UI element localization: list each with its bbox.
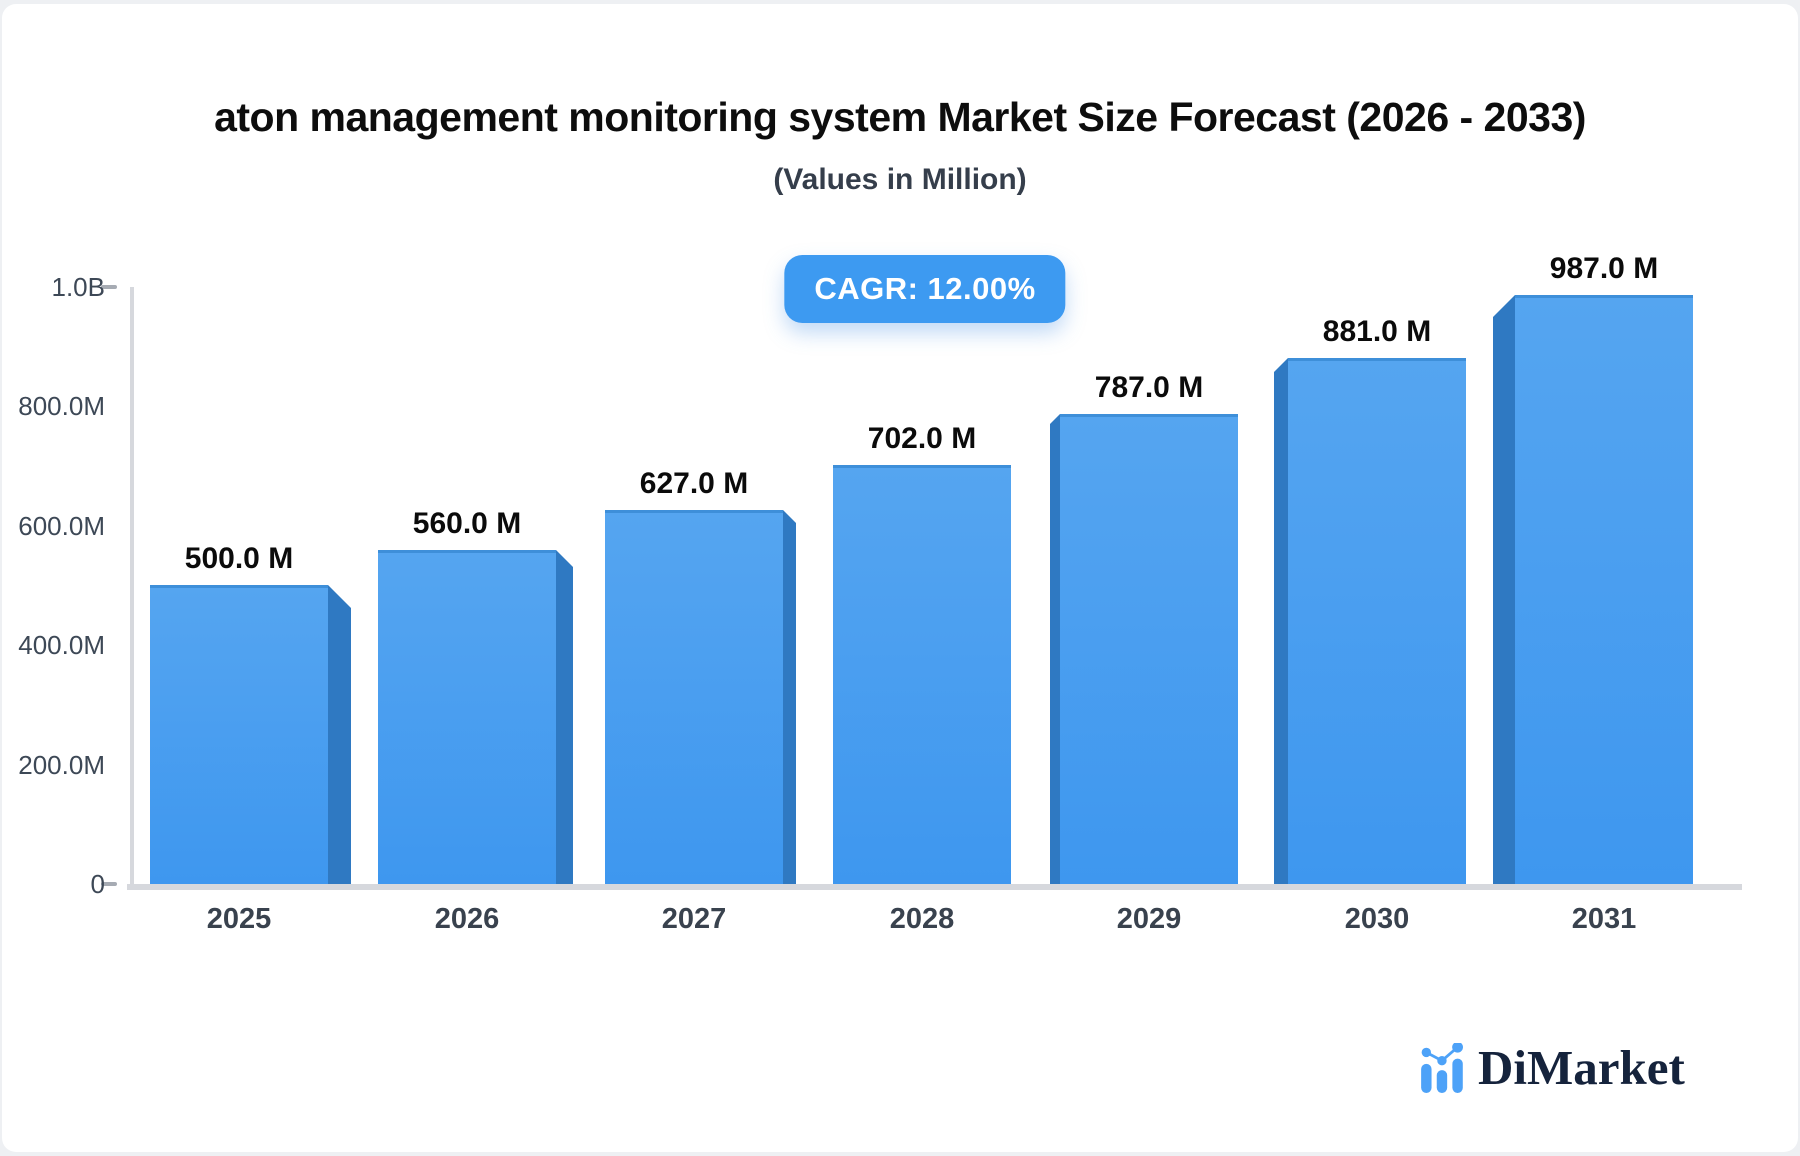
bar-side-face <box>783 510 796 884</box>
y-axis-label: 600.0M <box>18 510 105 541</box>
bar <box>378 550 556 884</box>
x-axis-label: 2030 <box>1344 903 1410 935</box>
bar <box>1288 358 1466 884</box>
x-axis-label: 2026 <box>434 903 500 935</box>
bar-chart-trend-icon <box>1420 1043 1466 1093</box>
chart-subtitle: (Values in Million) <box>773 163 1027 196</box>
y-axis-label: 200.0M <box>18 749 105 780</box>
bar-value-label: 787.0 M <box>1094 371 1204 404</box>
bar <box>150 585 328 884</box>
y-axis-label: 1.0B <box>51 272 106 302</box>
x-axis-label: 2025 <box>206 903 272 935</box>
y-axis-tick <box>101 882 117 886</box>
chart-title: aton management monitoring system Market… <box>214 94 1586 140</box>
x-axis-label: 2031 <box>1571 903 1637 935</box>
bar-side-face <box>1274 358 1288 884</box>
bar-value-label: 500.0 M <box>184 542 294 575</box>
y-axis-label: 400.0M <box>18 630 105 661</box>
x-axis-label: 2028 <box>889 903 955 935</box>
x-axis-baseline <box>127 884 1742 890</box>
cagr-badge: CAGR: 12.00% <box>784 255 1066 323</box>
bar-side-face <box>328 585 351 884</box>
y-axis-tick <box>101 285 117 289</box>
bar-value-label: 987.0 M <box>1549 252 1659 285</box>
bar-side-face <box>556 550 573 884</box>
bar-value-label: 702.0 M <box>867 422 977 455</box>
brand-logo: DiMarket <box>1420 1042 1685 1094</box>
x-axis-label: 2027 <box>661 903 727 935</box>
bar-side-face <box>1493 295 1515 884</box>
bar <box>833 465 1011 884</box>
bar-value-label: 560.0 M <box>412 507 522 540</box>
x-axis-label: 2029 <box>1116 903 1182 935</box>
bar-side-face <box>1050 414 1060 884</box>
bar <box>1515 295 1693 884</box>
y-axis-label: 800.0M <box>18 391 105 422</box>
y-axis-line <box>130 287 134 884</box>
bar <box>605 510 783 884</box>
bar <box>1060 414 1238 884</box>
bar-value-label: 881.0 M <box>1322 315 1432 348</box>
brand-name: DiMarket <box>1478 1040 1685 1095</box>
bar-value-label: 627.0 M <box>639 467 749 500</box>
y-axis-label: 0 <box>90 869 105 899</box>
